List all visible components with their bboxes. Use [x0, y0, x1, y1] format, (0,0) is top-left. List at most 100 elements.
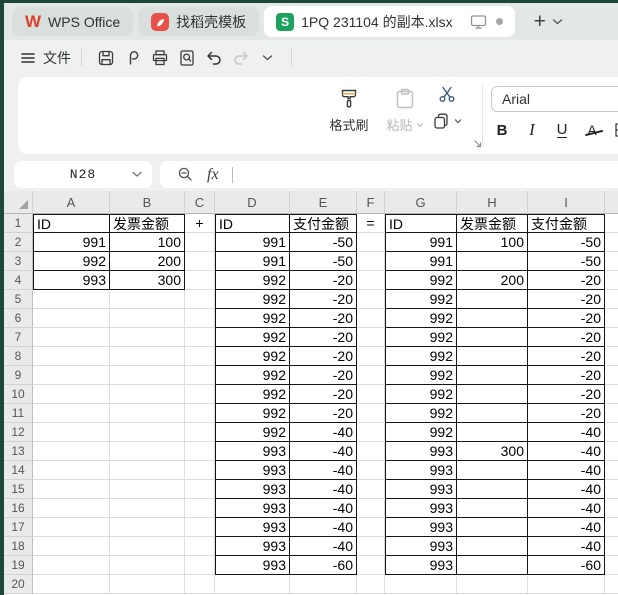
cell-G17[interactable]: 993	[385, 518, 457, 537]
cell-F11[interactable]	[357, 404, 385, 423]
cell-C12[interactable]	[185, 423, 215, 442]
cell-I8[interactable]: -20	[528, 347, 605, 366]
cell-H6[interactable]	[457, 309, 528, 328]
cell-I12[interactable]: -40	[528, 423, 605, 442]
cell-F2[interactable]	[357, 233, 385, 252]
cell-D14[interactable]: 993	[215, 461, 290, 480]
undo-button[interactable]	[200, 45, 227, 71]
cell-A20[interactable]	[33, 575, 110, 594]
cell-partial-3[interactable]	[605, 252, 618, 271]
row-header-3[interactable]: 3	[4, 252, 33, 271]
cell-H1[interactable]: 发票金额	[457, 214, 528, 233]
cell-F16[interactable]	[357, 499, 385, 518]
cell-B8[interactable]	[110, 347, 185, 366]
cell-G2[interactable]: 991	[385, 233, 457, 252]
cell-G18[interactable]: 993	[385, 537, 457, 556]
cell-A2[interactable]: 991	[33, 233, 110, 252]
cell-G14[interactable]: 993	[385, 461, 457, 480]
cell-I13[interactable]: -40	[528, 442, 605, 461]
cell-partial-11[interactable]	[605, 404, 618, 423]
cell-E1[interactable]: 支付金额	[290, 214, 357, 233]
cell-D15[interactable]: 993	[215, 480, 290, 499]
copy-button[interactable]	[432, 112, 462, 130]
cell-I7[interactable]: -20	[528, 328, 605, 347]
cell-G9[interactable]: 992	[385, 366, 457, 385]
cell-I18[interactable]: -40	[528, 537, 605, 556]
cell-H12[interactable]	[457, 423, 528, 442]
cell-H5[interactable]	[457, 290, 528, 309]
cell-B17[interactable]	[110, 518, 185, 537]
cell-I5[interactable]: -20	[528, 290, 605, 309]
cell-I20[interactable]	[528, 575, 605, 594]
cell-partial-9[interactable]	[605, 366, 618, 385]
cell-H17[interactable]	[457, 518, 528, 537]
cell-partial-8[interactable]	[605, 347, 618, 366]
cell-I4[interactable]: -20	[528, 271, 605, 290]
column-header-E[interactable]: E	[290, 191, 357, 214]
cell-E9[interactable]: -20	[290, 366, 357, 385]
cell-C10[interactable]	[185, 385, 215, 404]
formula-input[interactable]: fx	[160, 161, 618, 188]
cell-I10[interactable]: -20	[528, 385, 605, 404]
cell-partial-12[interactable]	[605, 423, 618, 442]
cell-F19[interactable]	[357, 556, 385, 575]
row-header-18[interactable]: 18	[4, 537, 33, 556]
cell-E14[interactable]: -40	[290, 461, 357, 480]
cell-E11[interactable]: -20	[290, 404, 357, 423]
cell-partial-7[interactable]	[605, 328, 618, 347]
cell-B20[interactable]	[110, 575, 185, 594]
cell-C18[interactable]	[185, 537, 215, 556]
cell-I1[interactable]: 支付金额	[528, 214, 605, 233]
cell-A19[interactable]	[33, 556, 110, 575]
row-header-20[interactable]: 20	[4, 575, 33, 594]
cell-A17[interactable]	[33, 518, 110, 537]
row-header-13[interactable]: 13	[4, 442, 33, 461]
cell-I2[interactable]: -50	[528, 233, 605, 252]
cell-F15[interactable]	[357, 480, 385, 499]
cell-D11[interactable]: 992	[215, 404, 290, 423]
row-header-15[interactable]: 15	[4, 480, 33, 499]
cell-D1[interactable]: ID	[215, 214, 290, 233]
insert-function-icon[interactable]: fx	[207, 165, 219, 183]
print-preview-button[interactable]	[173, 45, 200, 71]
cell-H16[interactable]	[457, 499, 528, 518]
cell-F7[interactable]	[357, 328, 385, 347]
column-header-C[interactable]: C	[185, 191, 215, 214]
cell-D19[interactable]: 993	[215, 556, 290, 575]
cell-D3[interactable]: 991	[215, 252, 290, 271]
cell-D18[interactable]: 993	[215, 537, 290, 556]
paste-button[interactable]: 粘贴	[380, 87, 430, 134]
cell-G4[interactable]: 992	[385, 271, 457, 290]
cell-C8[interactable]	[185, 347, 215, 366]
cell-H20[interactable]	[457, 575, 528, 594]
cell-C16[interactable]	[185, 499, 215, 518]
cell-A8[interactable]	[33, 347, 110, 366]
cell-C20[interactable]	[185, 575, 215, 594]
cell-G16[interactable]: 993	[385, 499, 457, 518]
cell-B2[interactable]: 100	[110, 233, 185, 252]
cell-F13[interactable]	[357, 442, 385, 461]
cell-D13[interactable]: 993	[215, 442, 290, 461]
cell-C4[interactable]	[185, 271, 215, 290]
cell-I15[interactable]: -40	[528, 480, 605, 499]
cell-I6[interactable]: -20	[528, 309, 605, 328]
name-box[interactable]: N28	[14, 161, 152, 188]
cell-H8[interactable]	[457, 347, 528, 366]
cell-A13[interactable]	[33, 442, 110, 461]
cell-D9[interactable]: 992	[215, 366, 290, 385]
row-header-12[interactable]: 12	[4, 423, 33, 442]
cell-A7[interactable]	[33, 328, 110, 347]
cell-C6[interactable]	[185, 309, 215, 328]
row-header-2[interactable]: 2	[4, 233, 33, 252]
select-all-corner[interactable]	[4, 191, 33, 214]
cell-D17[interactable]: 993	[215, 518, 290, 537]
cell-F4[interactable]	[357, 271, 385, 290]
expand-toolbar-icon[interactable]	[473, 139, 482, 148]
tab-wps-office[interactable]: W WPS Office	[12, 7, 134, 36]
cell-F18[interactable]	[357, 537, 385, 556]
cell-partial-20[interactable]	[605, 575, 618, 594]
tab-list-chevron-icon[interactable]	[552, 18, 563, 26]
cell-B9[interactable]	[110, 366, 185, 385]
cell-I16[interactable]: -40	[528, 499, 605, 518]
quick-toolbar-chevron-icon[interactable]	[254, 45, 281, 71]
